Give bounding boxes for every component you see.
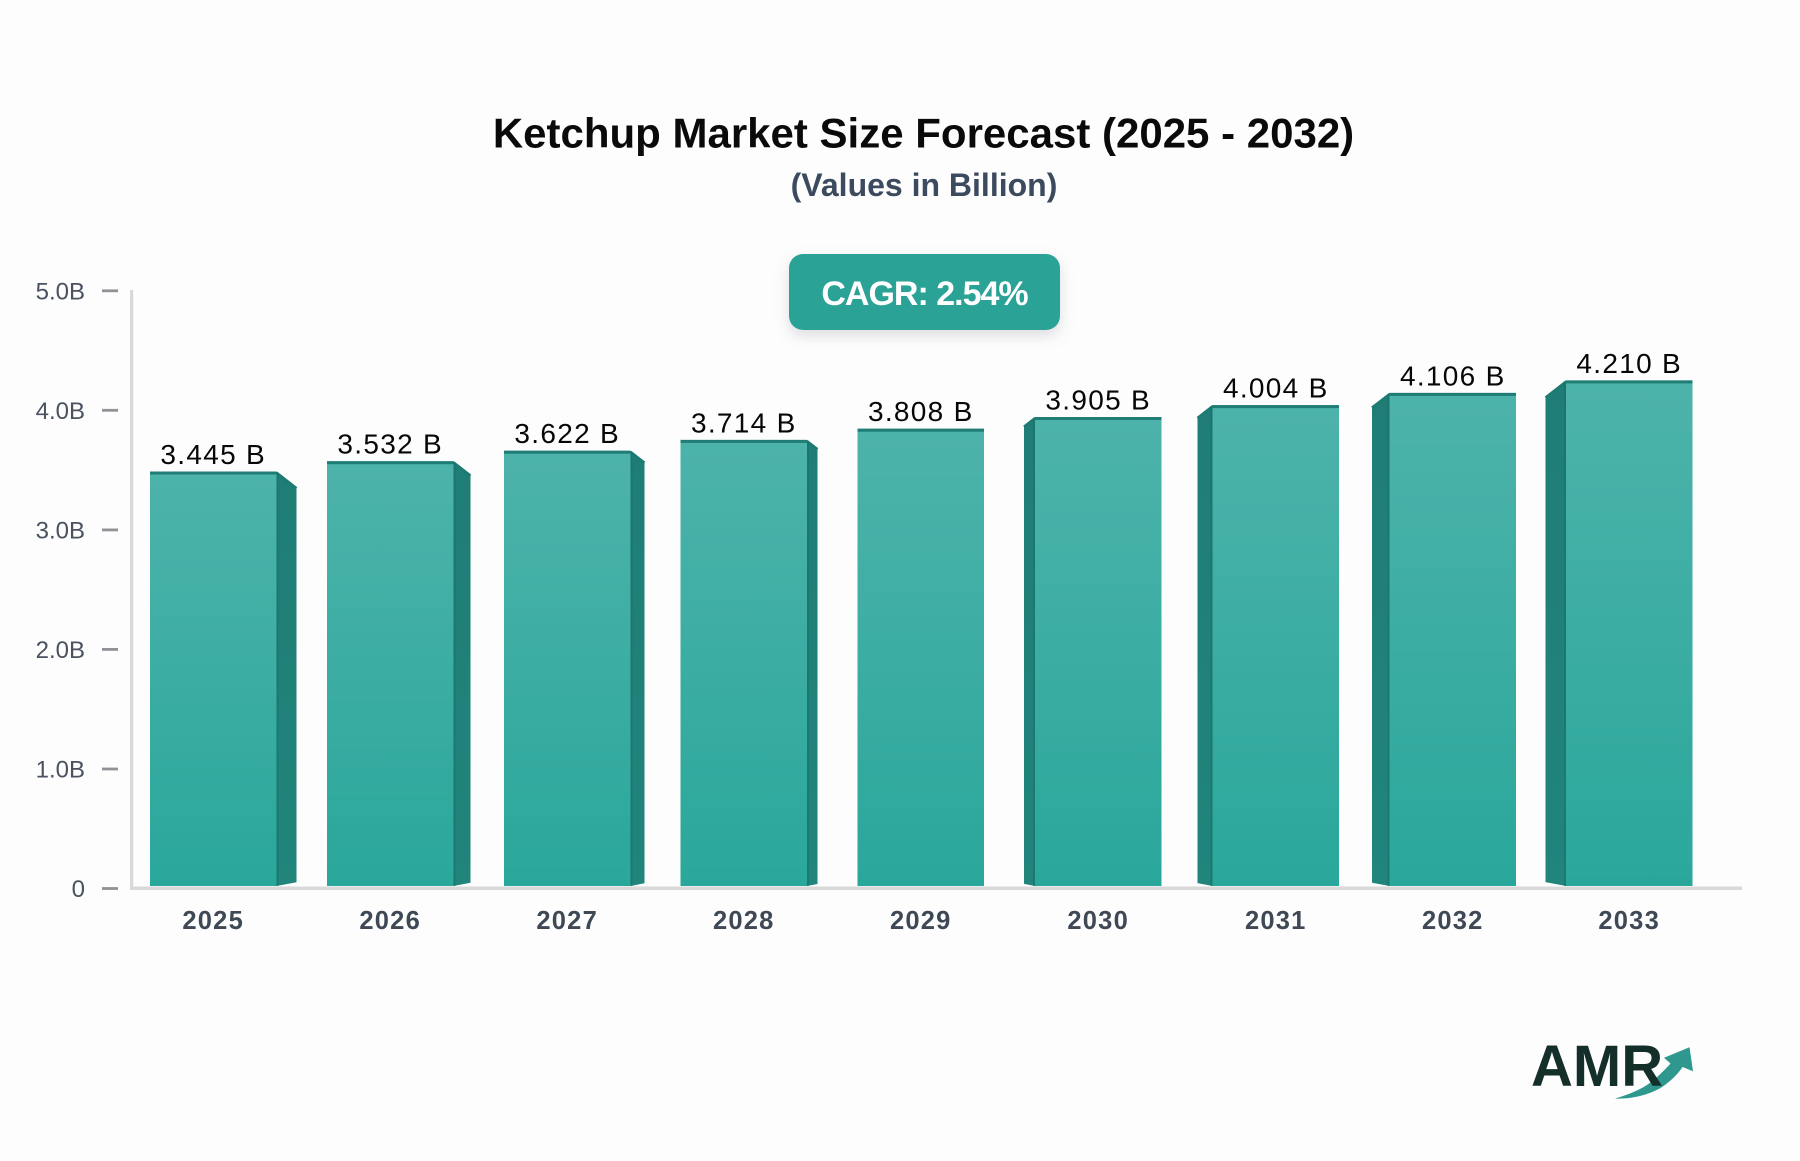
svg-text:3.714 B: 3.714 B — [691, 407, 797, 438]
svg-text:2026: 2026 — [359, 907, 421, 935]
svg-text:3.905 B: 3.905 B — [1045, 385, 1151, 416]
svg-text:2029: 2029 — [890, 907, 952, 935]
svg-text:2025: 2025 — [182, 907, 244, 935]
svg-text:3.808 B: 3.808 B — [868, 396, 974, 427]
svg-text:2028: 2028 — [713, 907, 775, 935]
svg-text:2033: 2033 — [1598, 907, 1660, 935]
svg-text:3.0B: 3.0B — [36, 517, 85, 544]
svg-text:2027: 2027 — [536, 907, 598, 935]
svg-text:3.532 B: 3.532 B — [337, 429, 443, 460]
svg-text:2032: 2032 — [1422, 907, 1484, 935]
svg-text:1.0B: 1.0B — [36, 757, 85, 784]
svg-text:5.0B: 5.0B — [36, 278, 85, 305]
svg-text:3.445 B: 3.445 B — [160, 439, 266, 470]
svg-text:4.106 B: 4.106 B — [1400, 360, 1506, 391]
svg-text:2031: 2031 — [1245, 907, 1307, 935]
svg-text:(Values in Billion): (Values in Billion) — [791, 167, 1058, 203]
svg-text:3.622 B: 3.622 B — [514, 418, 620, 449]
svg-text:4.004 B: 4.004 B — [1223, 373, 1329, 404]
svg-text:2.0B: 2.0B — [36, 637, 85, 664]
svg-text:2030: 2030 — [1067, 907, 1129, 935]
svg-text:AMR: AMR — [1531, 1034, 1663, 1099]
svg-text:0: 0 — [72, 876, 85, 903]
svg-text:4.210 B: 4.210 B — [1576, 348, 1682, 379]
svg-text:Ketchup Market Size Forecast (: Ketchup Market Size Forecast (2025 - 203… — [493, 110, 1354, 157]
svg-text:CAGR: 2.54%: CAGR: 2.54% — [821, 275, 1028, 313]
svg-text:4.0B: 4.0B — [36, 398, 85, 425]
